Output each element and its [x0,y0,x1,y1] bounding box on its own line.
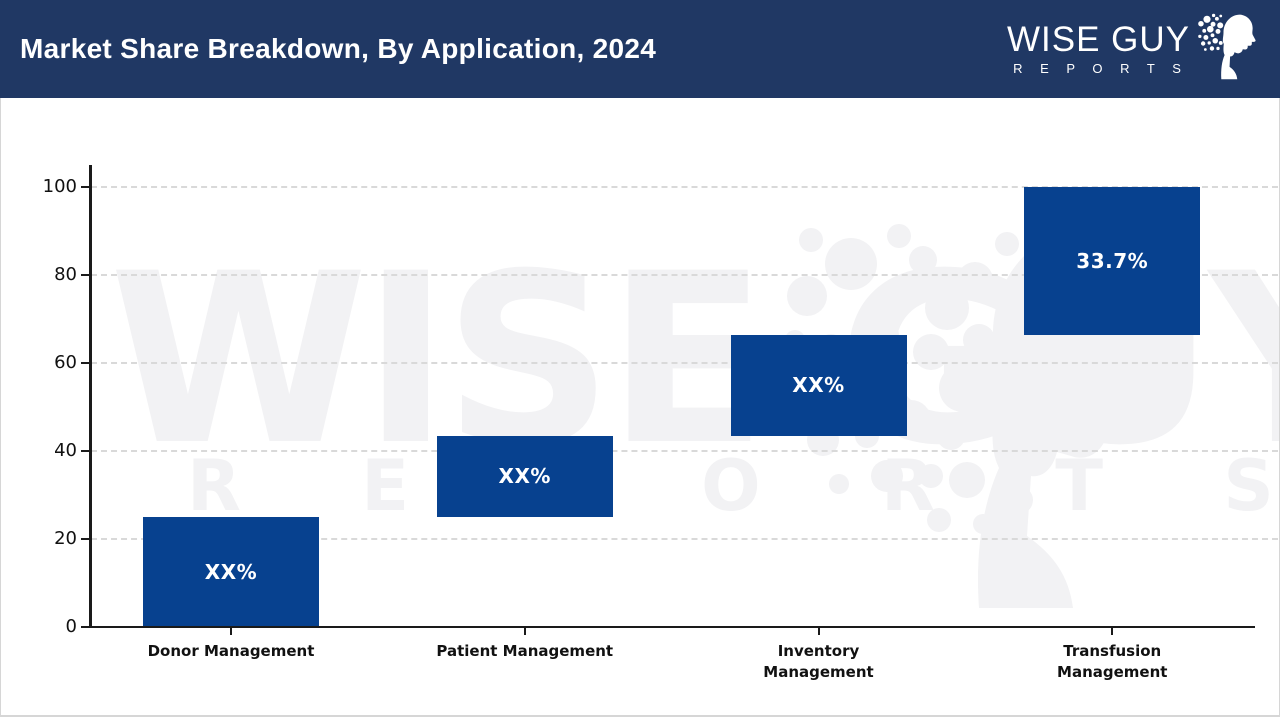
x-category-label-line: Inventory [777,642,860,660]
x-tick-2 [817,628,820,635]
x-axis-line [89,625,1255,628]
x-category-label-line: Management [1057,663,1168,681]
gridline-40 [91,450,1278,452]
y-tick-label-60: 60 [54,352,77,373]
y-tick-label-40: 40 [54,440,77,461]
x-tick-1 [523,628,526,635]
x-category-label-line: Donor Management [147,642,315,660]
gridline-80 [91,274,1278,276]
bar-value-label: XX% [498,464,551,489]
bar-patient-management: XX% [436,435,613,517]
x-category-label-0: Donor Management [116,641,346,662]
chart-canvas: WISE GUY R E P O R T S 0 20 40 60 80 100 XX% Do… [0,98,1280,717]
bar-value-label: XX% [204,560,258,584]
y-tick-80 [81,274,89,276]
x-category-label-line: Transfusion [1063,642,1162,660]
y-axis-line [89,165,92,627]
header: Market Share Breakdown, By Application, … [0,0,1280,98]
x-category-label-line: Management [763,663,874,681]
logo-sub-wordmark: R E P O R T S [1013,61,1188,76]
gridline-60 [91,362,1278,364]
bar-inventory-management: XX% [730,335,907,436]
y-tick-label-20: 20 [54,528,77,549]
bar-value-label: XX% [792,373,845,398]
page-title: Market Share Breakdown, By Application, … [20,33,657,64]
y-tick-40 [81,450,89,452]
y-tick-100 [81,186,89,188]
x-tick-0 [230,628,232,635]
wiseguy-face-icon [1198,13,1256,80]
bar-value-label: 33.7% [1076,249,1149,274]
x-category-label-1: Patient Management [410,641,640,662]
logo-wordmark: WISE GUY [1006,20,1190,59]
gridline-100 [91,186,1278,188]
y-tick-label-0: 0 [65,616,77,637]
bar-transfusion-management: 33.7% [1024,187,1201,336]
bar-donor-management: XX% [143,517,319,627]
y-tick-label-100: 100 [42,176,77,197]
x-tick-3 [1111,628,1114,635]
x-category-label-2: Inventory Management [704,641,934,683]
brand-logo: WISE GUY R E P O R T S [1007,12,1262,86]
y-tick-60 [81,362,89,364]
gridline-20 [91,538,1278,540]
y-tick-20 [81,538,89,540]
x-category-label-line: Patient Management [436,642,614,660]
y-tick-label-80: 80 [54,264,77,285]
y-tick-0 [81,626,89,628]
watermark-sub-wordmark: R E P O R T S [187,445,1280,527]
x-category-label-3: Transfusion Management [997,641,1227,683]
